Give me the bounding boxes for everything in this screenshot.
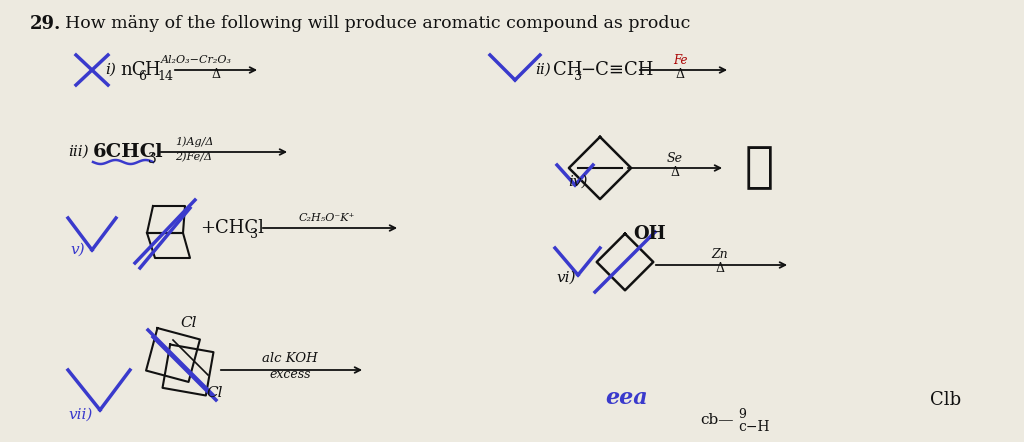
- Text: 6: 6: [138, 69, 146, 83]
- Text: 3: 3: [148, 152, 157, 166]
- Text: Δ: Δ: [671, 165, 680, 179]
- Text: 14: 14: [157, 69, 173, 83]
- Text: Cl: Cl: [206, 386, 222, 400]
- Text: 2)Fe/Δ: 2)Fe/Δ: [175, 152, 212, 162]
- Text: Zn: Zn: [712, 248, 728, 260]
- Text: CH: CH: [553, 61, 583, 79]
- Text: 〉: 〉: [745, 145, 774, 191]
- Text: H: H: [144, 61, 160, 79]
- Text: alc KOH: alc KOH: [262, 351, 317, 365]
- Text: 9: 9: [738, 408, 745, 422]
- Text: c−H: c−H: [738, 420, 769, 434]
- Text: OH: OH: [633, 225, 666, 243]
- Text: −C≡CH: −C≡CH: [580, 61, 653, 79]
- Text: Clb: Clb: [930, 391, 962, 409]
- Text: Δ: Δ: [212, 68, 220, 80]
- Text: Cl: Cl: [180, 316, 197, 330]
- Text: ii): ii): [535, 63, 551, 77]
- Text: excess: excess: [269, 367, 310, 381]
- Text: vii): vii): [68, 408, 92, 422]
- Text: 6CHCl: 6CHCl: [93, 143, 164, 161]
- Text: 3: 3: [250, 228, 258, 240]
- Text: Al₂O₃−Cr₂O₃: Al₂O₃−Cr₂O₃: [161, 55, 231, 65]
- Text: 3: 3: [574, 69, 582, 83]
- Text: iv): iv): [568, 175, 588, 189]
- Text: 1)Ag/Δ: 1)Ag/Δ: [175, 137, 213, 147]
- Text: +CHCl: +CHCl: [200, 219, 264, 237]
- Text: Δ: Δ: [676, 68, 684, 80]
- Text: eea: eea: [605, 387, 647, 409]
- Text: Fe: Fe: [673, 53, 687, 66]
- Text: cb—: cb—: [700, 413, 733, 427]
- Text: v): v): [70, 243, 85, 257]
- Text: nC: nC: [120, 61, 145, 79]
- Text: How mäny of the following will produce aromatic compound as produc: How mäny of the following will produce a…: [65, 15, 690, 33]
- Text: vi): vi): [556, 271, 575, 285]
- Text: i): i): [105, 63, 116, 77]
- Text: C₂H₅O⁻K⁺: C₂H₅O⁻K⁺: [299, 213, 355, 223]
- Text: iii): iii): [68, 145, 89, 159]
- Text: 29.: 29.: [30, 15, 61, 33]
- Text: Δ: Δ: [716, 262, 725, 274]
- Text: Se: Se: [667, 152, 683, 164]
